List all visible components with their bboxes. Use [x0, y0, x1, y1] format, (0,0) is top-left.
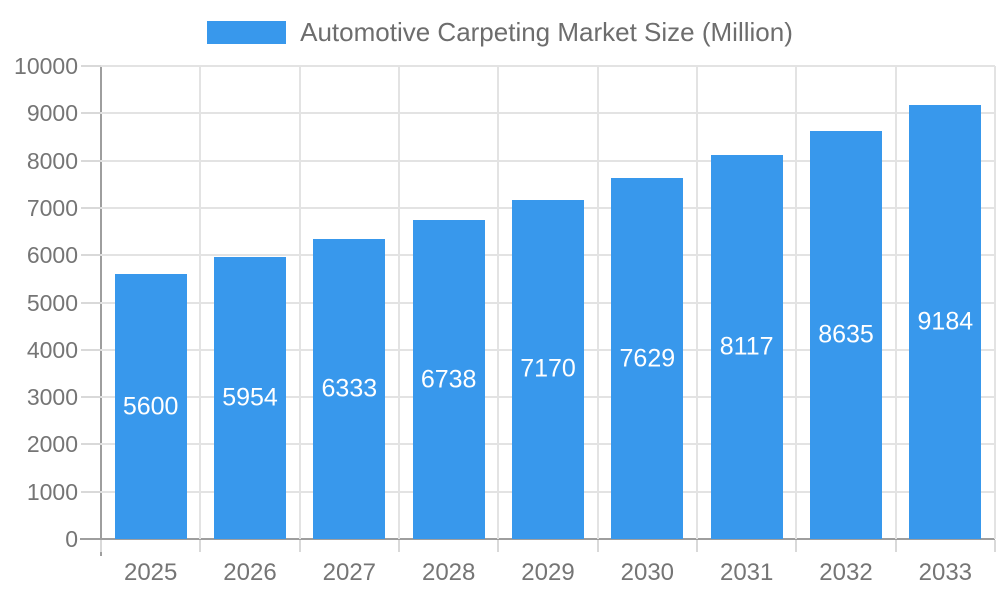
y-axis-tick-label: 6000 [26, 242, 78, 269]
bar-value-label: 5954 [222, 383, 278, 412]
x-axis-tick [795, 540, 798, 552]
x-axis-tick [100, 540, 102, 552]
x-axis-tick-label: 2031 [719, 559, 774, 586]
h-gridline [101, 112, 995, 115]
x-axis-tick-label: 2029 [521, 559, 575, 586]
x-axis-tick [199, 540, 202, 552]
y-axis-tick [81, 206, 101, 209]
bar[interactable]: 8117 [710, 155, 783, 539]
bar[interactable]: 9184 [909, 104, 982, 539]
legend-label[interactable]: Automotive Carpeting Market Size (Millio… [300, 17, 793, 47]
y-axis-tick-label: 8000 [26, 147, 78, 174]
bar[interactable]: 8635 [810, 130, 882, 539]
v-gridline [199, 66, 202, 539]
x-axis-tick-label: 2025 [123, 559, 178, 586]
x-axis-tick [696, 540, 698, 552]
v-gridline [994, 66, 996, 539]
y-axis-tick-label: 5000 [26, 289, 78, 316]
y-axis-tick [81, 396, 101, 399]
y-axis-tick [81, 65, 101, 67]
x-axis-tick-label: 2028 [421, 559, 476, 586]
bar-value-label: 8635 [818, 320, 874, 349]
y-axis-tick [81, 490, 101, 493]
x-axis-tick-label: 2027 [322, 559, 377, 586]
legend-swatch[interactable] [207, 20, 287, 44]
y-axis-tick-label: 2000 [26, 431, 78, 458]
x-axis-tick-label: 2033 [918, 559, 973, 586]
v-gridline [596, 66, 599, 539]
bar[interactable]: 6738 [412, 220, 485, 539]
x-axis-tick-label: 2032 [819, 559, 873, 586]
bar[interactable]: 5600 [114, 274, 187, 539]
x-axis-tick [994, 540, 996, 552]
x-axis-tick [596, 540, 599, 552]
y-axis-tick-label: 3000 [26, 384, 78, 411]
y-axis-line [100, 66, 102, 556]
bar[interactable]: 5954 [214, 257, 286, 539]
x-axis-tick [298, 540, 301, 552]
v-gridline [398, 66, 400, 539]
x-axis-tick-label: 2030 [620, 559, 675, 586]
bar-value-label: 7170 [520, 354, 576, 383]
bar-value-label: 6333 [321, 374, 378, 403]
y-axis-tick-label: 0 [65, 526, 78, 552]
x-axis-tick-label: 2026 [223, 559, 277, 586]
y-axis-tick-label: 1000 [26, 478, 78, 505]
y-axis-tick [81, 348, 101, 351]
y-axis-tick-label: 10000 [14, 53, 78, 79]
y-axis-tick [81, 443, 101, 446]
bar[interactable]: 7170 [512, 199, 584, 539]
bar[interactable]: 7629 [611, 178, 684, 539]
y-axis-tick [81, 112, 101, 115]
v-gridline [298, 66, 301, 539]
y-axis-tick [81, 159, 101, 162]
y-axis-tick-label: 7000 [26, 194, 78, 221]
bar-value-label: 9184 [917, 307, 974, 336]
h-gridline [101, 65, 995, 67]
v-gridline [795, 66, 798, 539]
bar-value-label: 8117 [719, 332, 774, 361]
v-gridline [894, 66, 897, 539]
v-gridline [696, 66, 698, 539]
y-axis-tick-label: 9000 [26, 100, 78, 127]
v-gridline [497, 66, 500, 539]
x-axis-line [80, 538, 995, 540]
x-axis-tick [894, 540, 897, 552]
y-axis-tick-label: 4000 [26, 336, 78, 363]
plot-area: 5600 5954 6333 6738 7170 7629 8117 8635 9184 [101, 65, 996, 539]
y-axis-tick [81, 254, 101, 257]
bar[interactable]: 6333 [313, 239, 386, 539]
chart-legend[interactable]: Automotive Carpeting Market Size (Millio… [0, 17, 1000, 47]
bar-value-label: 7629 [619, 344, 676, 373]
bar-value-label: 5600 [122, 392, 179, 421]
bar-value-label: 6738 [420, 365, 477, 394]
x-axis-tick [497, 540, 500, 552]
y-axis-tick [81, 301, 101, 304]
x-axis-tick [398, 540, 400, 552]
